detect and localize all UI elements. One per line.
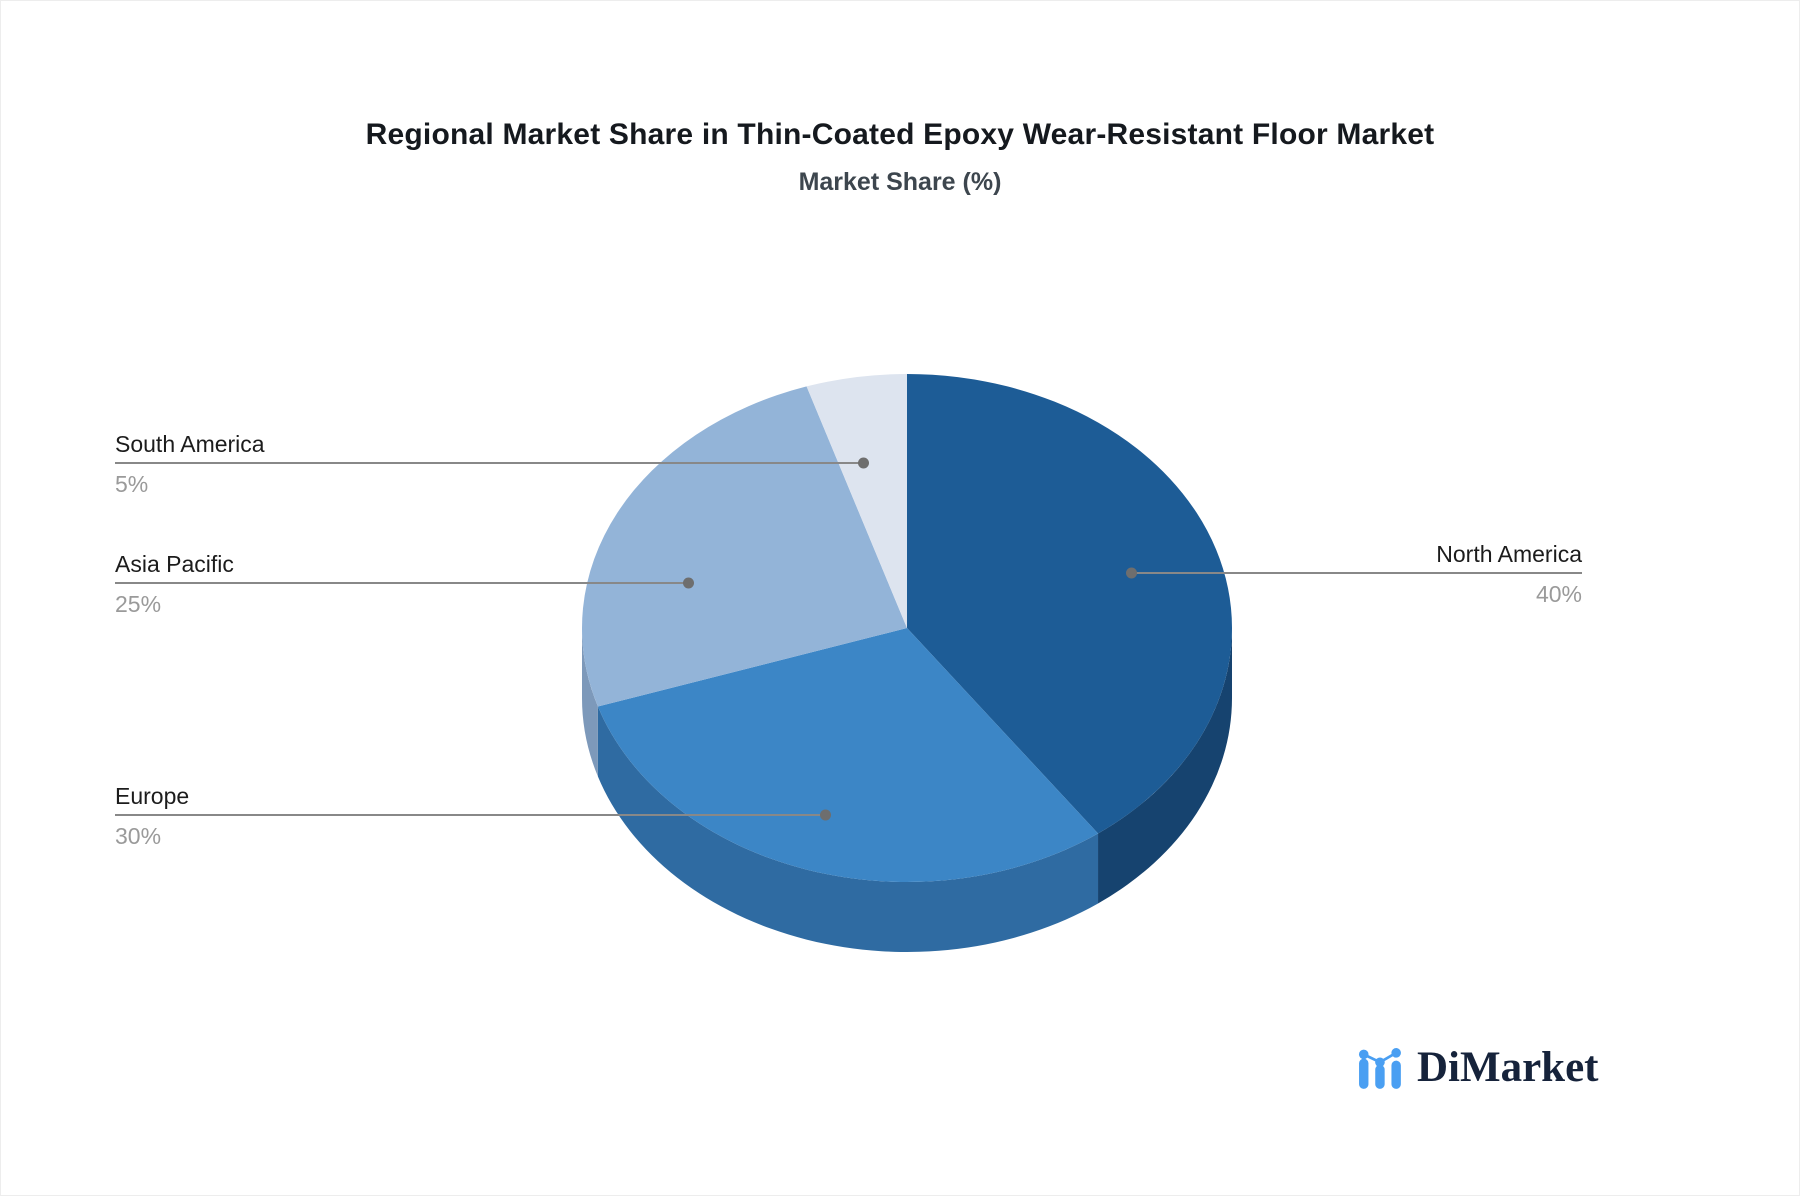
chart-subtitle: Market Share (%) xyxy=(798,168,1002,196)
slice-label: Europe xyxy=(115,783,190,809)
slice-value: 5% xyxy=(115,471,149,497)
callout-europe: Europe 30% xyxy=(115,783,831,849)
leader-line xyxy=(1126,567,1582,579)
leader-dot xyxy=(820,809,831,821)
chart-title: Regional Market Share in Thin-Coated Epo… xyxy=(365,118,1435,151)
pie-slice-side-europe xyxy=(597,706,1099,952)
slice-label: Asia Pacific xyxy=(115,551,234,577)
pie-slice-asia-pacific xyxy=(582,386,907,707)
callout-north-america: North America 40% xyxy=(1126,541,1582,607)
bar-line-chart-logo-icon xyxy=(1358,1048,1401,1089)
slice-value: 30% xyxy=(115,823,162,849)
dimarket-brand: DiMarket xyxy=(1358,1040,1599,1096)
leader-line xyxy=(115,577,694,589)
pie-slice-south-america xyxy=(806,374,907,628)
pie-slice-europe xyxy=(597,628,1099,882)
leader-line xyxy=(115,809,831,821)
callout-asia-pacific: Asia Pacific 25% xyxy=(115,551,694,617)
leader-dot xyxy=(683,577,694,589)
leader-dot xyxy=(1126,567,1137,579)
leader-dot xyxy=(858,457,869,469)
pie-slice-side-north-america xyxy=(1098,628,1232,904)
slice-value: 40% xyxy=(1535,581,1582,607)
pie-slice-north-america xyxy=(907,374,1232,834)
brand-name: DiMarket xyxy=(1417,1044,1599,1091)
slice-label: North America xyxy=(1436,541,1582,567)
callout-south-america: South America 5% xyxy=(115,431,869,497)
slice-value: 25% xyxy=(115,591,162,617)
pie-slice-side-asia-pacific xyxy=(582,628,598,777)
slice-label: South America xyxy=(115,431,265,457)
leader-line xyxy=(115,457,869,469)
